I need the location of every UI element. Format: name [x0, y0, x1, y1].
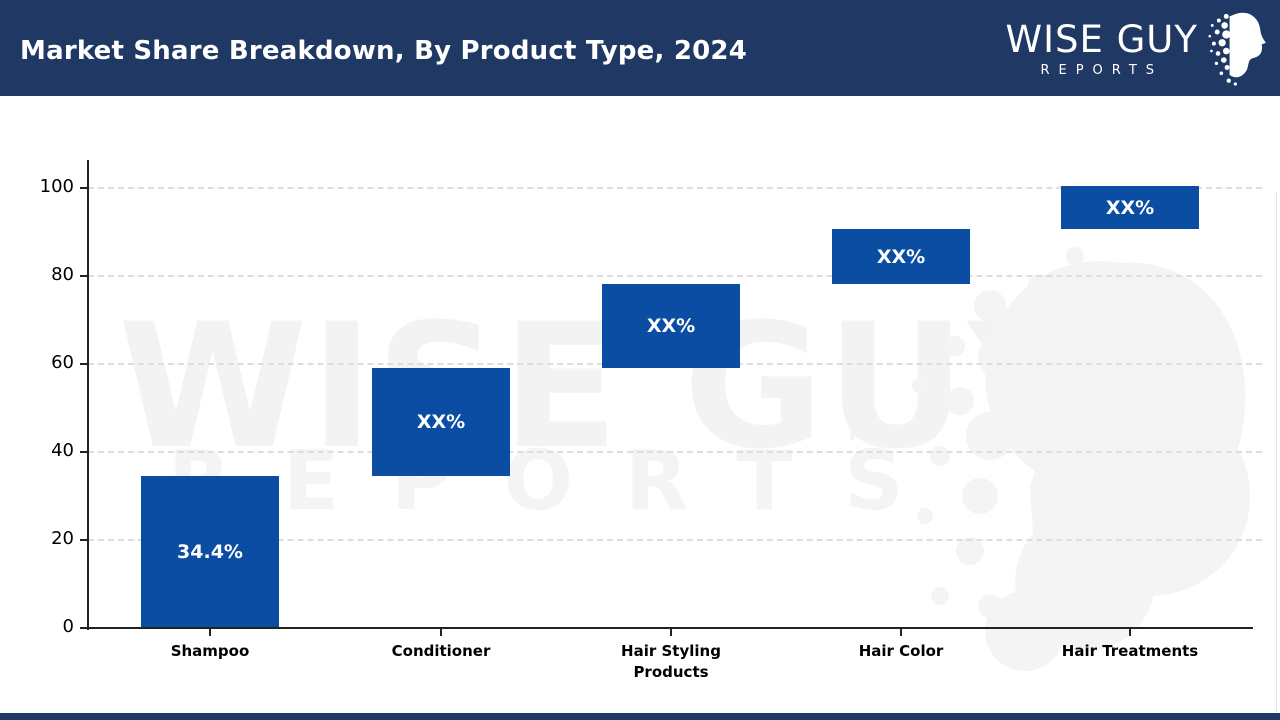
category-label-2: Hair Styling Products [621, 641, 721, 681]
ytick-40 [80, 450, 88, 453]
gridline-40 [88, 450, 1262, 453]
xtick-0 [209, 627, 211, 636]
bar-value-label: XX% [876, 245, 926, 268]
ytick-label-100: 100 [39, 175, 74, 197]
gridline-20 [88, 538, 1262, 541]
bar-value-label: 34.4% [177, 540, 243, 563]
ytick-label-0: 0 [62, 615, 74, 637]
category-label-1: Conditioner [391, 641, 491, 660]
page-title: Market Share Breakdown, By Product Type,… [20, 36, 747, 66]
ytick-60 [80, 362, 88, 365]
bar-hair-styling-products: XX% [602, 283, 740, 368]
chart-area: WISE GUY REPORTS 0 20 40 60 80 100 34.4% Shampo… [0, 96, 1280, 720]
bar-value-label: XX% [1105, 196, 1155, 219]
header-bar: Market Share Breakdown, By Product Type,… [0, 0, 1280, 96]
bar-value-label: XX% [646, 314, 696, 337]
category-label-3: Hair Color [858, 641, 944, 660]
footer-bar [0, 713, 1280, 720]
y-axis-line [87, 160, 89, 630]
ytick-20 [80, 538, 88, 541]
bar-value-label: XX% [416, 411, 466, 434]
ytick-0 [80, 626, 88, 629]
gridline-80 [88, 274, 1262, 277]
wiseguy-logo-text: WISE GUY REPORTS [1006, 20, 1198, 80]
wiseguy-face-icon [1208, 12, 1266, 86]
xtick-3 [900, 627, 902, 636]
bar-shampoo: 34.4% [141, 476, 279, 628]
ytick-label-60: 60 [51, 351, 74, 373]
logo-wordmark: WISE GUY [1005, 18, 1198, 61]
gridline-100 [88, 186, 1262, 189]
wiseguy-logo: WISE GUY REPORTS [1006, 4, 1270, 94]
bar-hair-color: XX% [832, 229, 970, 284]
bar-conditioner: XX% [372, 368, 510, 477]
xtick-4 [1129, 627, 1131, 636]
right-edge-line [1276, 192, 1277, 720]
ytick-label-40: 40 [51, 439, 74, 461]
watermark-subtitle: REPORTS [168, 434, 956, 529]
ytick-label-80: 80 [51, 263, 74, 285]
logo-subtitle: REPORTS [1040, 63, 1164, 78]
category-label-4: Hair Treatments [1061, 641, 1199, 660]
ytick-label-20: 20 [51, 527, 74, 549]
xtick-2 [670, 627, 672, 636]
xtick-1 [440, 627, 442, 636]
category-label-0: Shampoo [170, 641, 250, 660]
bar-hair-treatments: XX% [1061, 186, 1199, 230]
ytick-100 [80, 186, 88, 189]
watermark-face-icon [850, 247, 1250, 671]
ytick-80 [80, 274, 88, 277]
